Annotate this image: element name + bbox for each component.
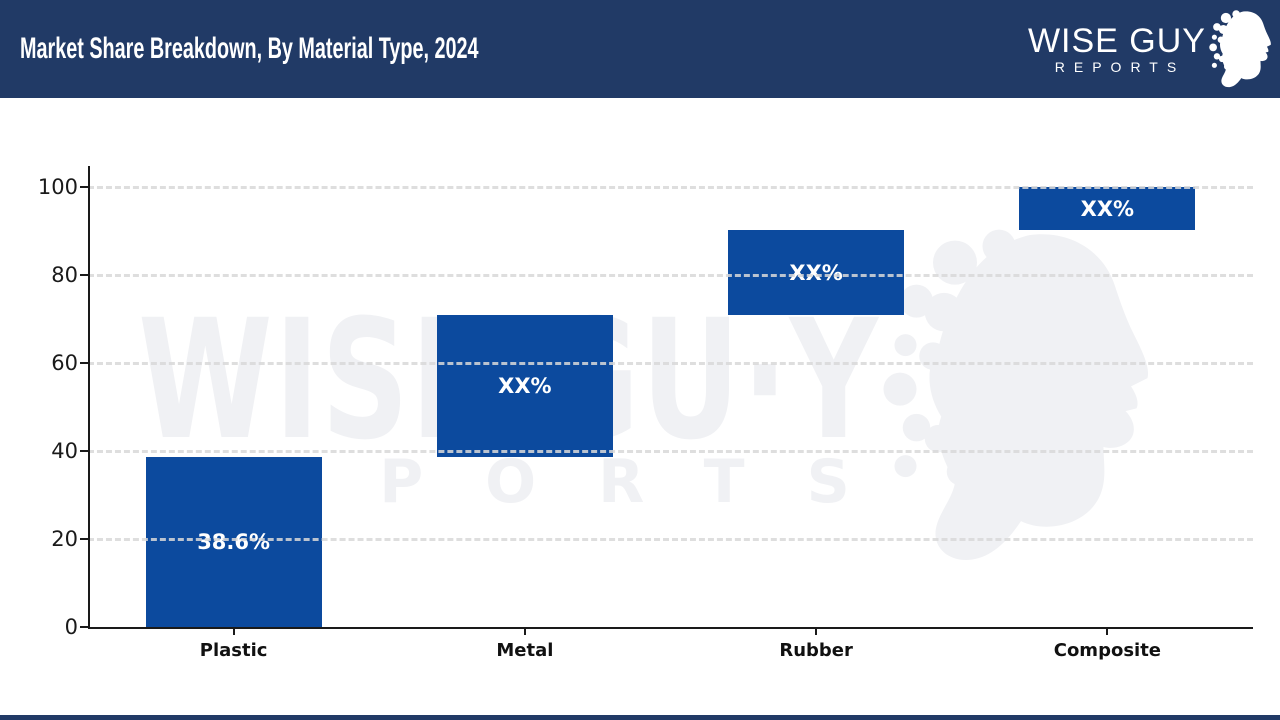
y-tick-label: 80 <box>51 263 78 287</box>
gridline-40 <box>88 450 1253 453</box>
x-tick-label-rubber: Rubber <box>779 640 853 661</box>
x-tick <box>1106 627 1109 635</box>
y-tick <box>80 362 88 364</box>
logo-face-icon <box>1209 10 1271 88</box>
y-tick <box>80 626 88 628</box>
bar-plastic: 38.6% <box>145 457 322 627</box>
x-tick-label-metal: Metal <box>496 640 554 661</box>
bar-value-label: XX% <box>789 260 843 285</box>
bar-rubber: XX% <box>728 230 905 316</box>
y-tick-label: 40 <box>51 439 78 463</box>
logo-subtext: REPORTS <box>1054 59 1186 75</box>
gridline-20 <box>88 538 1253 541</box>
header-bar: Market Share Breakdown, By Material Type… <box>0 0 1280 98</box>
wise-guy-reports-logo: WISE GUY REPORTS <box>1028 8 1272 90</box>
gridline-100 <box>88 186 1253 189</box>
y-tick <box>80 274 88 276</box>
bar-metal: XX% <box>436 315 613 458</box>
x-tick-label-plastic: Plastic <box>199 640 268 661</box>
page-title: Market Share Breakdown, By Material Type… <box>20 32 479 65</box>
gridline-80 <box>88 274 1253 277</box>
y-tick <box>80 186 88 188</box>
x-tick <box>232 627 235 635</box>
bar-value-label: XX% <box>498 374 552 399</box>
y-tick-label: 100 <box>37 175 78 199</box>
logo-wordmark: WISE GUY <box>1027 22 1206 60</box>
bar-composite: XX% <box>1019 187 1196 231</box>
y-tick-label: 20 <box>51 527 78 551</box>
logo-text: WISE GUY REPORTS <box>1028 23 1206 75</box>
y-tick <box>80 538 88 540</box>
footer-accent-strip <box>0 715 1280 720</box>
gridline-60 <box>88 362 1253 365</box>
x-axis-line <box>88 627 1253 629</box>
y-tick <box>80 450 88 452</box>
x-tick <box>523 627 526 635</box>
bar-value-label: XX% <box>1080 196 1135 221</box>
y-axis-line <box>88 166 90 629</box>
bar-value-label: 38.6% <box>197 530 271 555</box>
x-tick <box>815 627 818 635</box>
y-tick-label: 0 <box>64 615 78 639</box>
x-tick-label-composite: Composite <box>1053 640 1162 661</box>
y-tick-label: 60 <box>51 351 78 375</box>
